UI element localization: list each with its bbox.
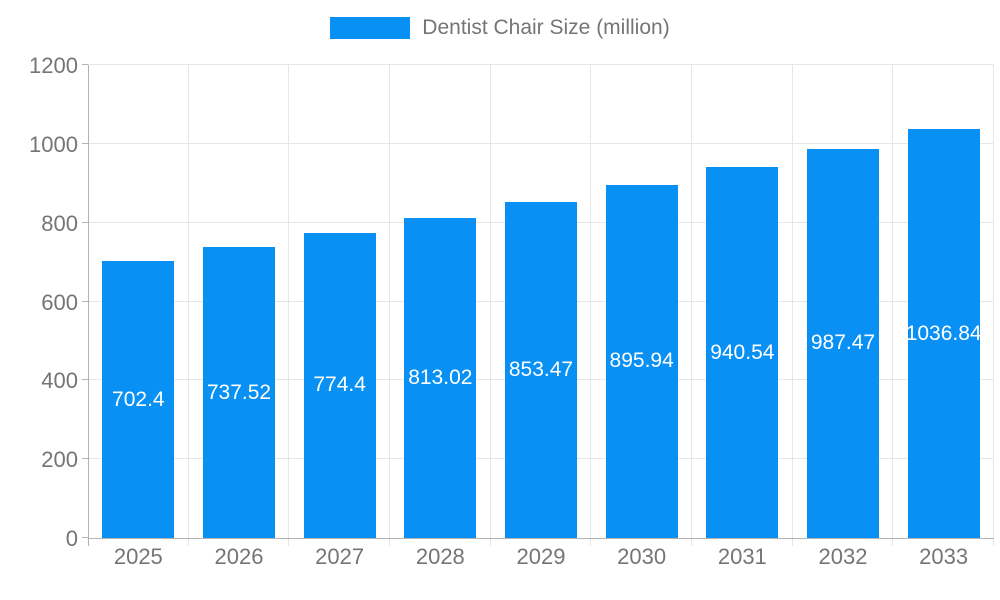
y-tick-label: 1000 (29, 131, 78, 157)
x-axis-line (88, 538, 994, 539)
y-tick-mark (82, 64, 88, 65)
x-gridline (993, 65, 994, 538)
bar-2027[interactable]: 774.4 (303, 232, 376, 538)
x-tick-label: 2027 (315, 544, 365, 569)
x-tick-label: 2032 (818, 544, 868, 569)
y-tick-mark (82, 458, 88, 460)
y-tick-label: 800 (41, 210, 78, 236)
bar-2032[interactable]: 987.47 (807, 148, 879, 538)
x-gridline (892, 65, 894, 538)
bar-2029[interactable]: 853.47 (505, 201, 577, 538)
bar-value-label: 813.02 (408, 365, 473, 389)
y-tick-mark (82, 142, 88, 144)
bar-2028[interactable]: 813.02 (404, 217, 477, 538)
bar-2031[interactable]: 940.54 (706, 167, 779, 538)
bar-2025[interactable]: 702.4 (102, 261, 175, 538)
x-tick-label: 2030 (617, 544, 667, 569)
bar-value-label: 940.54 (710, 340, 775, 364)
x-tick-mark (187, 538, 189, 546)
x-tick-label: 2028 (415, 544, 465, 569)
bar-value-label: 774.4 (313, 373, 366, 397)
x-tick-mark (590, 538, 592, 546)
x-gridline (690, 65, 692, 538)
x-tick-mark (388, 538, 390, 546)
y-tick-mark (82, 379, 88, 381)
bar-2030[interactable]: 895.94 (605, 184, 678, 538)
legend-label: Dentist Chair Size (million) (422, 16, 670, 39)
y-tick-label: 400 (41, 368, 78, 394)
x-tick-mark (489, 538, 491, 546)
x-tick-label: 2031 (717, 544, 767, 569)
x-gridline (489, 65, 491, 538)
x-tick-mark (892, 538, 894, 546)
x-gridline (791, 65, 793, 538)
bar-value-label: 895.94 (609, 349, 674, 373)
x-gridline (288, 65, 290, 538)
y-gridline (88, 142, 994, 144)
legend-swatch (330, 17, 411, 39)
y-tick-label: 0 (65, 526, 78, 551)
bar-2026[interactable]: 737.52 (202, 247, 275, 538)
x-tick-mark (791, 538, 793, 546)
y-axis-line (88, 65, 89, 546)
bar-2033[interactable]: 1036.84 (905, 129, 982, 538)
x-gridline (388, 65, 390, 538)
x-gridline (187, 65, 189, 538)
y-gridline (88, 64, 994, 65)
y-tick-mark (82, 221, 88, 223)
x-tick-label: 2029 (516, 544, 566, 569)
plot-area: 0 200 400 600 800 1000 1200 702.4 2025 737.52 2026… (29, 53, 994, 569)
bar-value-label: 1036.84 (905, 321, 982, 345)
bar-value-label: 987.47 (810, 331, 876, 355)
y-tick-mark (82, 537, 88, 538)
bar-value-label: 853.47 (508, 357, 574, 381)
x-tick-label: 2026 (214, 544, 264, 569)
x-tick-mark (993, 538, 994, 546)
chart-legend[interactable]: Dentist Chair Size (million) (0, 16, 1000, 40)
x-tick-mark (288, 538, 290, 546)
y-tick-mark (82, 300, 88, 302)
x-gridline (590, 65, 592, 538)
x-tick-mark (690, 538, 692, 546)
y-tick-label: 200 (41, 447, 78, 473)
x-tick-label: 2033 (919, 544, 969, 569)
bar-value-label: 702.4 (112, 387, 165, 411)
y-tick-label: 1200 (29, 53, 78, 78)
y-tick-label: 600 (41, 289, 78, 315)
x-tick-label: 2025 (113, 544, 163, 569)
bar-value-label: 737.52 (206, 380, 272, 404)
